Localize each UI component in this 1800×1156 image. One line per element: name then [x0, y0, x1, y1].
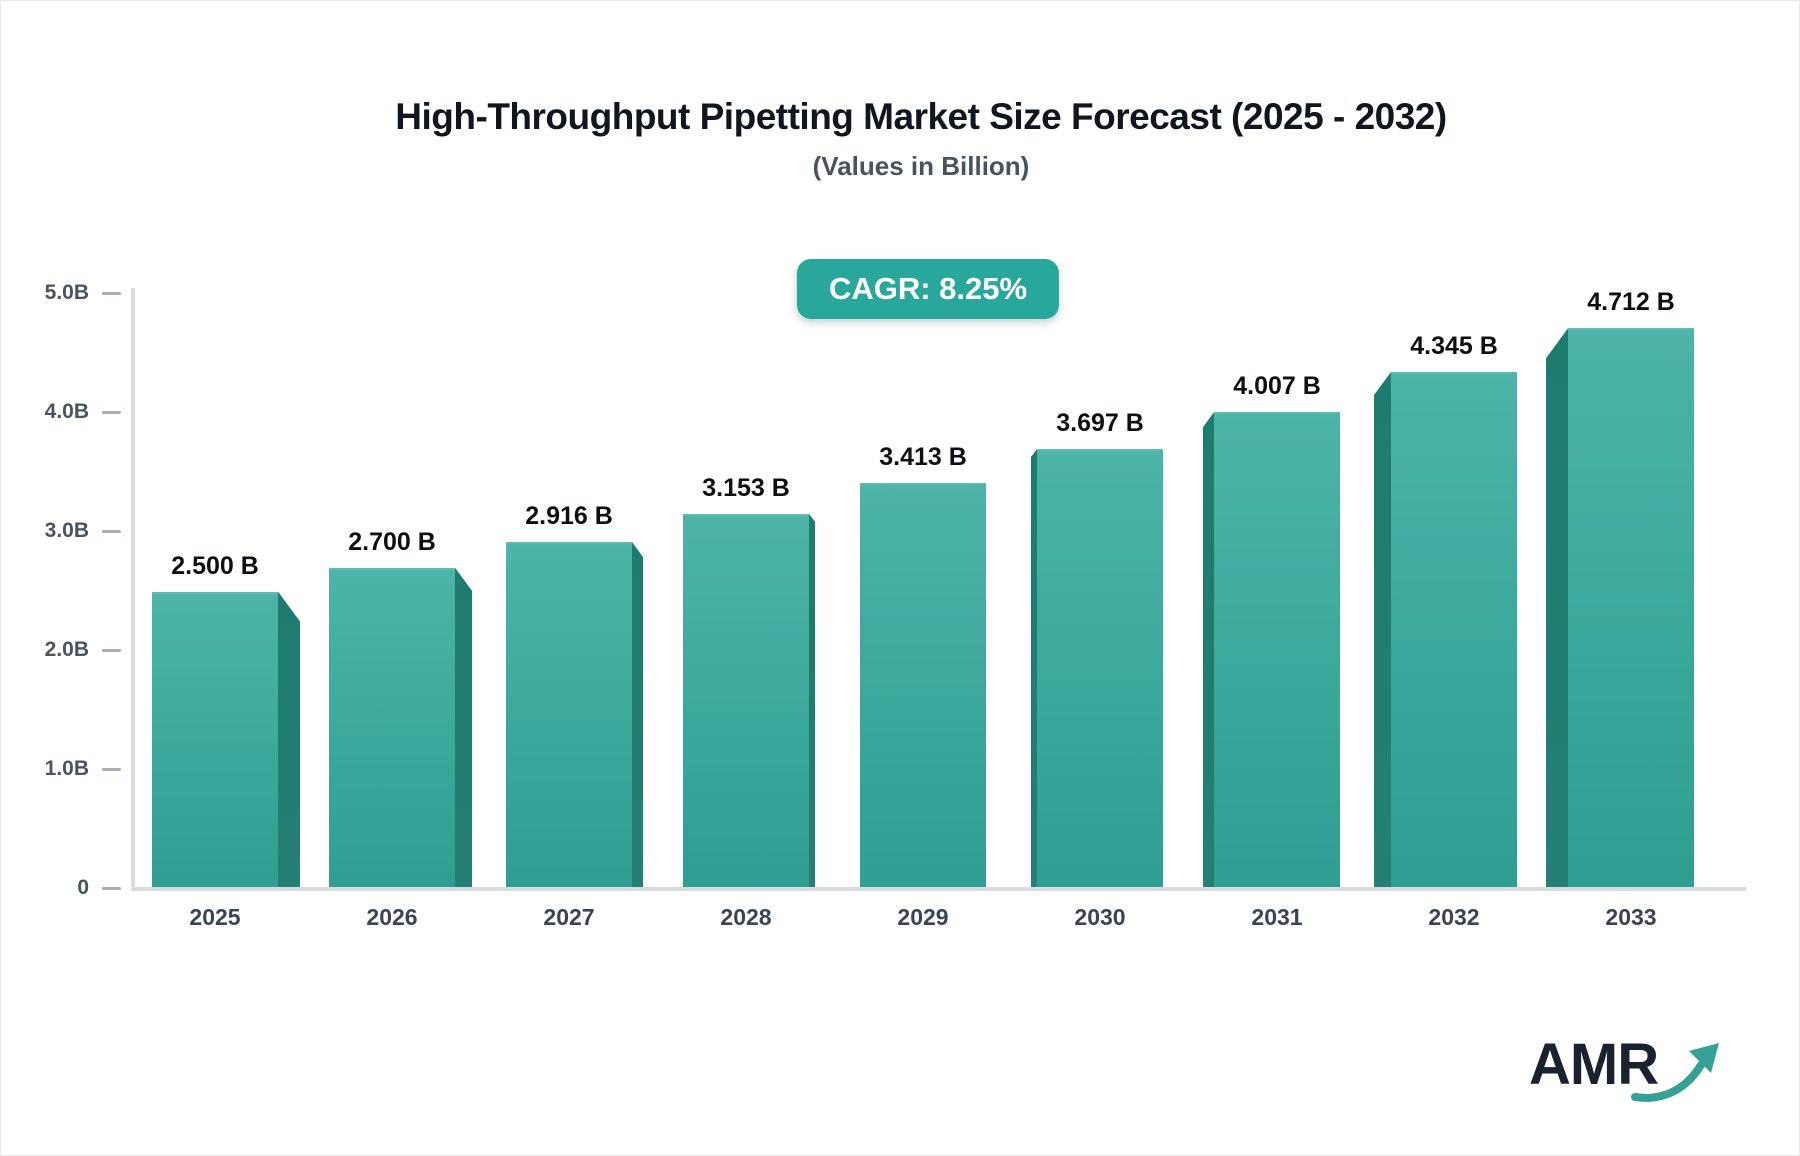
bar-value-label: 4.712 B — [1587, 288, 1675, 317]
chart-subtitle: (Values in Billion) — [812, 151, 1030, 181]
x-tick-label-2033: 2033 — [1605, 904, 1657, 930]
bar-2028 — [683, 513, 809, 891]
x-axis-line — [131, 887, 1746, 891]
bar-value-label: 3.153 B — [702, 473, 790, 502]
y-axis-line — [131, 288, 135, 891]
y-tick-mark — [102, 649, 121, 652]
x-tick-label-2027: 2027 — [543, 904, 595, 930]
bar-2033 — [1568, 328, 1694, 891]
bar-2032 — [1391, 371, 1517, 891]
bar-side-face — [1374, 371, 1391, 891]
y-tick-label: 2.0B — [44, 638, 89, 661]
bar-value-label: 2.500 B — [171, 551, 259, 580]
bar-value-label: 3.413 B — [879, 442, 967, 471]
bar-value-label: 2.916 B — [525, 501, 613, 530]
y-tick-label: 1.0B — [44, 757, 89, 780]
trend-up-arrow-icon — [1631, 1043, 1719, 1102]
bar-side-face — [809, 513, 815, 891]
y-tick-label: 4.0B — [44, 400, 89, 423]
y-tick-label: 5.0B — [44, 281, 89, 304]
bar-value-label: 2.700 B — [348, 527, 436, 556]
x-tick-label-2028: 2028 — [720, 904, 772, 930]
y-tick-mark — [102, 530, 121, 533]
bar-2029 — [860, 482, 986, 891]
x-tick-label-2026: 2026 — [366, 904, 418, 930]
bar-side-face — [1203, 412, 1214, 891]
bar-2026 — [329, 567, 455, 891]
bar-value-label: 3.697 B — [1056, 409, 1144, 438]
bar-2025 — [152, 591, 278, 891]
bar-side-face — [632, 541, 643, 891]
y-tick-label: 3.0B — [44, 519, 89, 542]
bar-2031 — [1214, 412, 1340, 891]
chart-title: High-Throughput Pipetting Market Size Fo… — [395, 96, 1447, 137]
x-tick-label-2025: 2025 — [189, 904, 241, 930]
cagr-badge: CAGR: 8.25% — [796, 259, 1060, 319]
bar-2030 — [1037, 449, 1163, 891]
y-tick-mark — [102, 292, 121, 295]
x-tick-label-2029: 2029 — [897, 904, 949, 930]
x-tick-label-2030: 2030 — [1074, 904, 1126, 930]
bar-value-label: 4.007 B — [1233, 372, 1321, 401]
bar-2027 — [506, 541, 632, 891]
bar-side-face — [1546, 328, 1568, 891]
y-tick-mark — [102, 887, 121, 890]
bar-side-face — [278, 591, 300, 891]
x-tick-label-2032: 2032 — [1428, 904, 1480, 930]
y-tick-mark — [102, 768, 121, 771]
bar-side-face — [1031, 449, 1037, 891]
bar-value-label: 4.345 B — [1410, 331, 1498, 360]
y-tick-mark — [102, 411, 121, 414]
bar-side-face — [455, 567, 472, 891]
x-tick-label-2031: 2031 — [1251, 904, 1303, 930]
brand-logo: AMR — [1529, 1031, 1719, 1111]
y-tick-label: 0 — [77, 876, 89, 899]
brand-logo-text: AMR — [1529, 1032, 1659, 1097]
